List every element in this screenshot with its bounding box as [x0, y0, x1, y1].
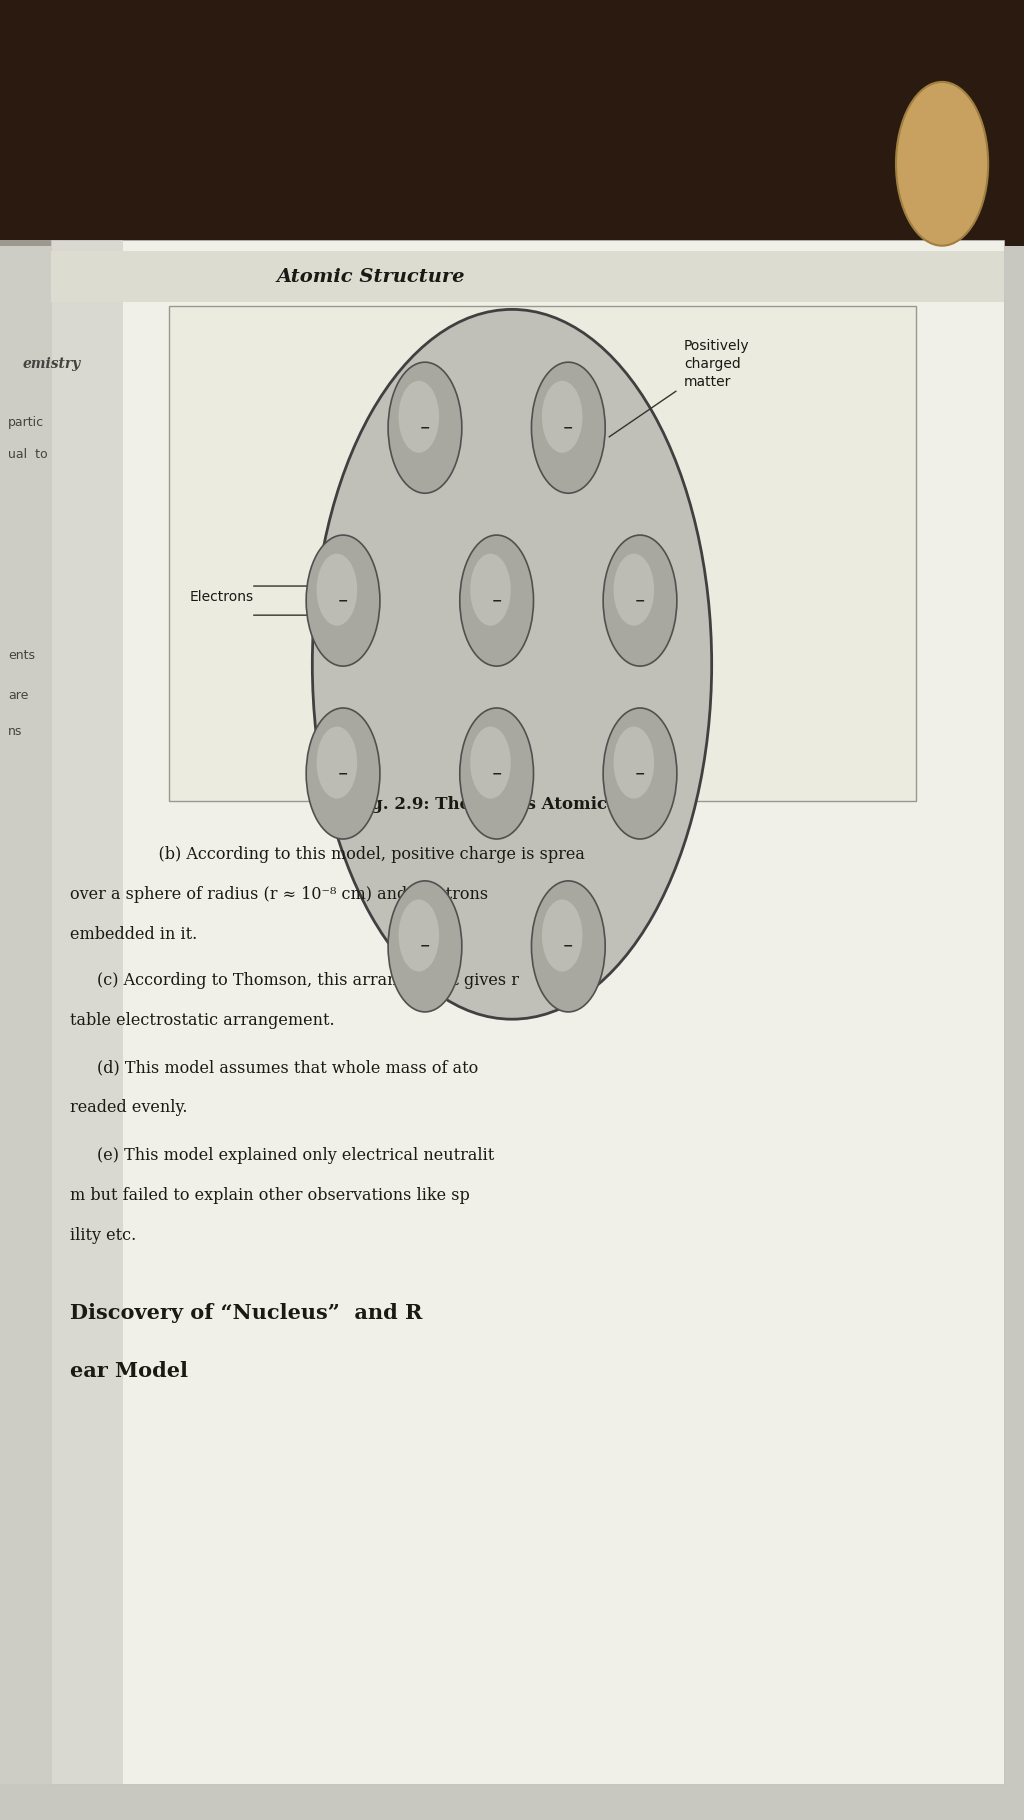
Text: ns: ns [8, 724, 23, 739]
Circle shape [531, 881, 605, 1012]
Circle shape [470, 726, 511, 799]
Circle shape [316, 553, 357, 626]
Text: are: are [8, 688, 29, 703]
Text: ear Model: ear Model [70, 1361, 187, 1381]
Text: Electrons: Electrons [189, 590, 254, 604]
FancyBboxPatch shape [0, 240, 123, 1784]
Text: −: − [563, 939, 573, 954]
Text: Positively
charged
matter: Positively charged matter [684, 339, 750, 389]
Circle shape [316, 726, 357, 799]
Text: −: − [635, 593, 645, 608]
Text: (e) This model explained only electrical neutralit: (e) This model explained only electrical… [97, 1147, 495, 1163]
Circle shape [613, 553, 654, 626]
Circle shape [398, 380, 439, 453]
Text: −: − [420, 420, 430, 435]
FancyBboxPatch shape [0, 0, 1024, 246]
Text: −: − [563, 420, 573, 435]
Circle shape [306, 708, 380, 839]
Text: (b) According to this model, positive charge is sprea: (b) According to this model, positive ch… [138, 846, 585, 863]
Text: Fig. 2.9: Thomson’s Atomic Model: Fig. 2.9: Thomson’s Atomic Model [353, 795, 671, 814]
Circle shape [398, 899, 439, 972]
Text: embedded in it.: embedded in it. [70, 926, 197, 943]
Text: emistry: emistry [23, 357, 81, 371]
Text: ents: ents [8, 648, 35, 662]
Text: Discovery of “Nucleus”  and R: Discovery of “Nucleus” and R [70, 1303, 422, 1323]
Circle shape [470, 553, 511, 626]
Circle shape [460, 708, 534, 839]
Circle shape [896, 82, 988, 246]
Text: (c) According to Thomson, this arrangement gives r: (c) According to Thomson, this arrangeme… [97, 972, 519, 988]
Text: m but failed to explain other observations like sp: m but failed to explain other observatio… [70, 1187, 469, 1203]
Circle shape [312, 309, 712, 1019]
Text: over a sphere of radius (r ≈ 10⁻⁸ cm) and electrons: over a sphere of radius (r ≈ 10⁻⁸ cm) an… [70, 886, 487, 903]
Circle shape [603, 535, 677, 666]
Circle shape [531, 362, 605, 493]
Circle shape [388, 881, 462, 1012]
Text: −: − [420, 939, 430, 954]
Circle shape [542, 899, 583, 972]
Text: −: − [338, 593, 348, 608]
Circle shape [306, 535, 380, 666]
FancyBboxPatch shape [51, 251, 1004, 302]
FancyBboxPatch shape [169, 306, 916, 801]
Circle shape [542, 380, 583, 453]
Text: −: − [492, 766, 502, 781]
Text: table electrostatic arrangement.: table electrostatic arrangement. [70, 1012, 334, 1028]
Text: (d) This model assumes that whole mass of ato: (d) This model assumes that whole mass o… [97, 1059, 478, 1076]
Text: readed evenly.: readed evenly. [70, 1099, 187, 1116]
Circle shape [613, 726, 654, 799]
Circle shape [460, 535, 534, 666]
Text: −: − [338, 766, 348, 781]
Circle shape [603, 708, 677, 839]
FancyBboxPatch shape [51, 240, 1004, 1784]
Text: −: − [492, 593, 502, 608]
Text: partic: partic [8, 415, 44, 430]
Text: ual  to: ual to [8, 448, 48, 462]
Text: −: − [635, 766, 645, 781]
Circle shape [388, 362, 462, 493]
Text: Atomic Structure: Atomic Structure [276, 268, 465, 286]
Text: ility etc.: ility etc. [70, 1227, 136, 1243]
